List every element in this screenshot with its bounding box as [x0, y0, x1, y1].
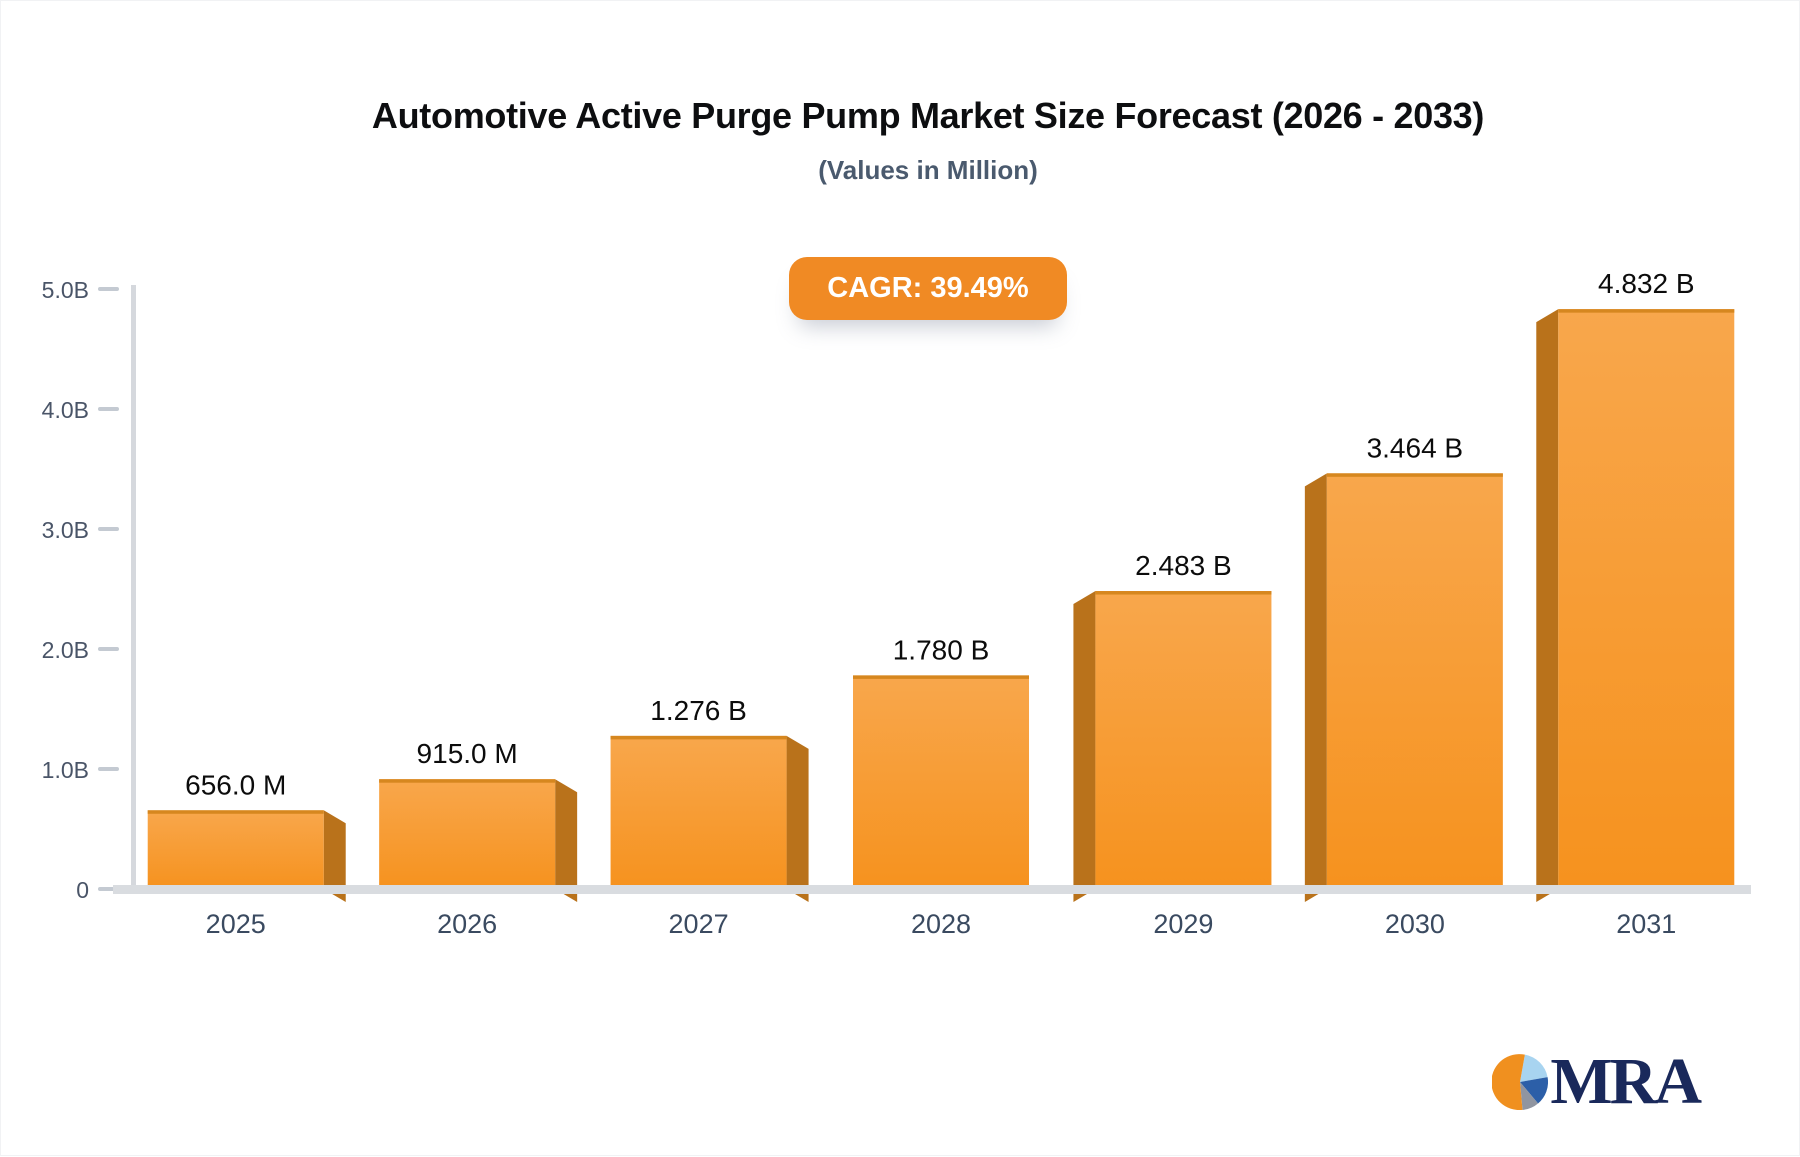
y-tick-label: 1.0B [42, 757, 89, 783]
bar-top-edge [853, 675, 1029, 679]
bar-face [1558, 309, 1735, 889]
y-tick-label: 5.0B [42, 277, 89, 303]
bar-top-edge [379, 779, 556, 783]
bar-side [1073, 591, 1096, 902]
bar-side [323, 810, 346, 902]
bar-top-edge [1326, 473, 1503, 477]
chart-title: Automotive Active Purge Pump Market Size… [371, 95, 1485, 136]
y-axis-line [131, 285, 136, 894]
bar-face [379, 779, 556, 889]
cagr-badge: CAGR: 39.49% [789, 257, 1067, 320]
bar-value-label: 915.0 M [417, 738, 518, 769]
bar-top-edge [1095, 591, 1272, 595]
bar-top-edge [1558, 309, 1735, 313]
x-axis-label: 2028 [911, 909, 971, 939]
y-tick [98, 287, 119, 291]
logo-text: MRA [1550, 1045, 1702, 1118]
x-axis-line [113, 885, 1751, 894]
chart-subtitle: (Values in Million) [818, 155, 1038, 185]
y-tick-label: 4.0B [42, 397, 89, 423]
x-axis-label: 2031 [1616, 909, 1676, 939]
bar-value-label: 1.276 B [650, 695, 747, 726]
y-tick [98, 407, 119, 411]
logo: MRA [1492, 1045, 1702, 1118]
bar-face [147, 810, 324, 889]
bar-value-label: 2.483 B [1135, 550, 1232, 581]
cagr-badge-row: CAGR: 39.49% [57, 257, 1799, 320]
y-tick-label: 2.0B [42, 637, 89, 663]
bar-side [1304, 473, 1327, 902]
y-tick-label: 0 [76, 877, 89, 903]
chart-header: Automotive Active Purge Pump Market Size… [57, 95, 1799, 186]
bar-face [1095, 591, 1272, 889]
pie-chart-icon [1492, 1054, 1549, 1110]
bar-side [786, 735, 809, 902]
x-axis-label: 2027 [669, 909, 729, 939]
y-tick [98, 767, 119, 771]
bar-value-label: 4.832 B [1598, 268, 1695, 299]
bar-face [1326, 473, 1503, 889]
bar-side [1536, 309, 1559, 902]
bar-value-label: 656.0 M [185, 769, 286, 800]
bar-face [610, 735, 787, 889]
bar-face [853, 675, 1029, 889]
bar-top-edge [610, 735, 787, 740]
bar-side [555, 779, 578, 902]
x-axis-label: 2030 [1385, 909, 1445, 939]
x-axis-label: 2026 [437, 909, 497, 939]
x-axis-label: 2029 [1153, 909, 1213, 939]
bar-value-label: 3.464 B [1367, 432, 1464, 463]
y-tick [98, 527, 119, 531]
y-tick [98, 647, 119, 651]
bar-top-edge [147, 810, 324, 814]
x-axis-label: 2025 [206, 909, 266, 939]
bar-value-label: 1.780 B [893, 634, 990, 665]
y-tick-label: 3.0B [42, 517, 89, 543]
